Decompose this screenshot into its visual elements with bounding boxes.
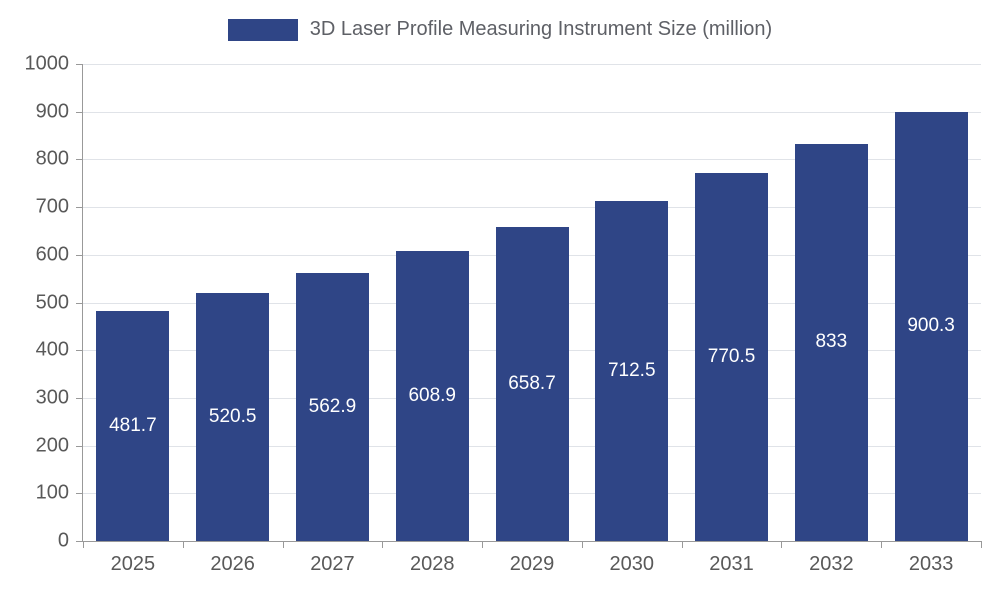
x-axis-label: 2030 [609, 553, 655, 575]
chart-legend[interactable]: 3D Laser Profile Measuring Instrument Si… [0, 18, 1000, 41]
bar-value-label: 562.9 [308, 395, 357, 417]
bar: 770.5 [695, 173, 769, 541]
gridline [83, 64, 981, 65]
y-axis-label: 900 [35, 100, 69, 123]
x-axis-tick [681, 541, 683, 548]
bar-value-label: 658.7 [508, 372, 556, 394]
y-axis-tick [76, 111, 83, 113]
y-axis-label: 700 [35, 195, 69, 218]
bar-value-label: 608.9 [408, 384, 456, 406]
x-axis-label: 2031 [709, 553, 754, 575]
x-axis-tick [482, 541, 484, 548]
bar: 481.7 [96, 311, 170, 541]
bar: 712.5 [595, 201, 669, 541]
x-axis-label: 2028 [409, 553, 455, 575]
y-axis-tick [76, 159, 83, 161]
y-axis-label: 0 [57, 529, 69, 552]
y-axis-tick [76, 350, 83, 352]
y-axis-tick [76, 397, 83, 399]
y-axis-label: 300 [35, 386, 69, 409]
y-axis-label: 800 [35, 147, 69, 170]
y-axis-label: 400 [35, 338, 69, 361]
x-axis-tick [881, 541, 883, 548]
bar: 520.5 [196, 292, 270, 541]
y-axis-tick [76, 445, 83, 447]
y-axis-tick [76, 541, 83, 542]
x-axis-tick [282, 541, 284, 548]
bar: 833 [794, 143, 868, 541]
legend-label: 3D Laser Profile Measuring Instrument Si… [309, 18, 773, 40]
bar: 658.7 [495, 226, 569, 541]
x-axis-tick [781, 541, 783, 548]
y-axis-tick [76, 302, 83, 304]
y-axis-tick [76, 207, 83, 209]
y-axis-label: 500 [35, 291, 69, 313]
y-axis-label: 1000 [24, 52, 70, 75]
bar-value-label: 712.5 [607, 360, 656, 382]
x-axis-tick [581, 541, 583, 548]
gridline [83, 111, 981, 113]
bar: 900.3 [894, 111, 968, 541]
x-axis-tick [182, 541, 184, 548]
legend-swatch [227, 18, 298, 41]
bar-value-label: 770.5 [707, 346, 756, 368]
gridline [83, 159, 981, 161]
y-axis-tick [76, 493, 83, 495]
x-axis-tick [981, 541, 982, 548]
x-axis-label: 2032 [809, 553, 854, 575]
bar-value-label: 900.3 [907, 315, 955, 337]
x-axis-label: 2025 [110, 553, 156, 575]
x-axis-tick [382, 541, 384, 548]
plot-area: 0 100 200 300 400 500 600 700 800 900 1000 481.7 202… [25, 53, 982, 575]
bar: 562.9 [295, 272, 369, 541]
x-axis-tick [83, 541, 84, 548]
y-axis-tick [76, 254, 83, 256]
bar-value-label: 481.7 [109, 415, 157, 437]
x-axis-label: 2027 [310, 553, 355, 575]
x-axis-label: 2026 [210, 553, 255, 575]
y-axis-label: 200 [35, 434, 69, 457]
bar: 608.9 [395, 250, 469, 541]
y-axis-label: 600 [35, 243, 69, 266]
bar-value-label: 520.5 [208, 405, 257, 427]
gridline [83, 207, 981, 209]
x-axis-label: 2033 [908, 553, 954, 575]
y-axis-tick [76, 64, 83, 65]
y-axis-label: 100 [35, 481, 69, 504]
bar-value-label: 833 [815, 331, 848, 353]
x-axis-label: 2029 [509, 553, 555, 575]
